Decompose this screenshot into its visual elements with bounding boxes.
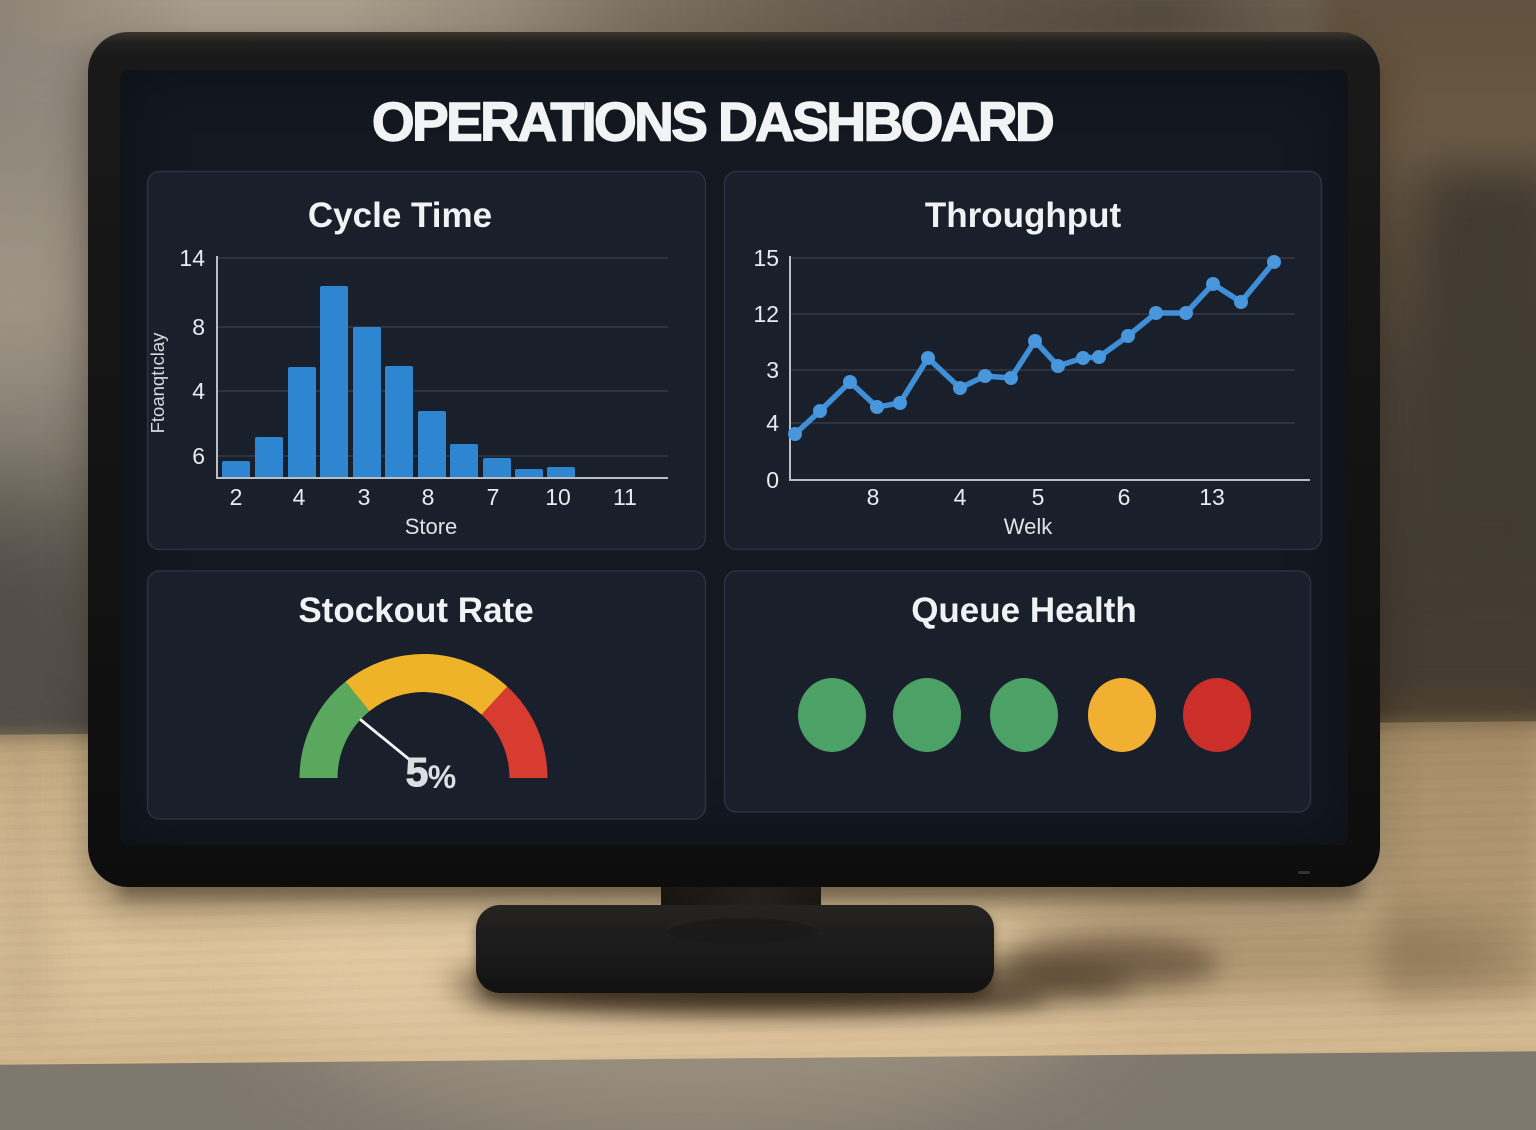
- svg-text:11: 11: [613, 484, 637, 510]
- svg-text:%: %: [428, 759, 456, 795]
- svg-text:8: 8: [867, 484, 880, 510]
- svg-text:Store: Store: [405, 514, 458, 539]
- svg-text:8: 8: [422, 484, 435, 510]
- svg-text:12: 12: [753, 301, 779, 327]
- svg-text:10: 10: [545, 484, 571, 510]
- svg-text:4: 4: [954, 484, 967, 510]
- svg-text:3: 3: [358, 484, 371, 510]
- svg-text:8: 8: [192, 314, 205, 340]
- svg-text:7: 7: [487, 484, 500, 510]
- svg-text:13: 13: [1199, 484, 1225, 510]
- svg-text:Queue Health: Queue Health: [911, 591, 1137, 630]
- svg-text:4: 4: [192, 378, 205, 404]
- svg-text:Ftoanqtıclay: Ftoanqtıclay: [147, 332, 168, 434]
- svg-text:Stockout Rate: Stockout Rate: [298, 591, 533, 630]
- svg-text:6: 6: [1118, 484, 1131, 510]
- svg-text:15: 15: [753, 245, 779, 271]
- svg-text:14: 14: [179, 245, 205, 271]
- svg-text:0: 0: [766, 467, 779, 493]
- svg-text:Welk: Welk: [1004, 514, 1053, 539]
- svg-text:Cycle Time: Cycle Time: [308, 196, 492, 235]
- svg-text:2: 2: [230, 484, 243, 510]
- svg-text:6: 6: [192, 443, 205, 469]
- svg-text:5: 5: [406, 749, 429, 795]
- svg-text:4: 4: [293, 484, 306, 510]
- svg-text:3: 3: [766, 357, 779, 383]
- svg-text:OPERATIONS DASHBOARD: OPERATIONS DASHBOARD: [372, 91, 1053, 153]
- svg-text:5: 5: [1032, 484, 1045, 510]
- svg-text:Throughput: Throughput: [925, 196, 1122, 235]
- svg-text:4: 4: [766, 410, 779, 436]
